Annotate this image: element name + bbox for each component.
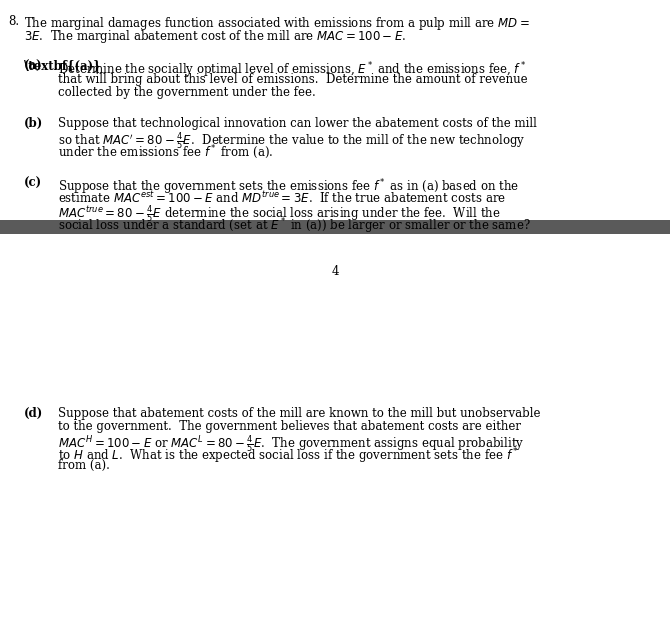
Text: to the government.  The government believes that abatement costs are either: to the government. The government believ… [58,420,521,433]
Text: 8.: 8. [8,15,19,28]
Text: (a): (a) [24,60,43,73]
Text: Determine the socially optimal level of emissions, $E^*$ and the emissions fee, : Determine the socially optimal level of … [58,60,527,80]
Text: (c): (c) [24,177,42,190]
Bar [0,220,670,234]
Text: Suppose that the government sets the emissions fee $f^*$ as in (a) based on the: Suppose that the government sets the emi… [58,177,519,197]
Text: $MAC^{true} = 80 - \frac{4}{5}E$ determine the social loss arising under the fee: $MAC^{true} = 80 - \frac{4}{5}E$ determi… [58,203,500,224]
Text: Suppose that abatement costs of the mill are known to the mill but unobservable: Suppose that abatement costs of the mill… [58,407,541,420]
Text: (d): (d) [24,407,44,420]
Text: to $H$ and $L$.  What is the expected social loss if the government sets the fee: to $H$ and $L$. What is the expected soc… [58,446,519,466]
Text: under the emissions fee $f^*$ from (a).: under the emissions fee $f^*$ from (a). [58,143,273,161]
Text: so that $MAC' = 80 - \frac{4}{5}E$.  Determine the value to the mill of the new : so that $MAC' = 80 - \frac{4}{5}E$. Dete… [58,130,525,152]
Text: 4: 4 [331,265,339,278]
Text: The marginal damages function associated with emissions from a pulp mill are $MD: The marginal damages function associated… [24,15,530,32]
Text: estimate $MAC^{est} = 100 - E$ and $MD^{true} = 3E$.  If the true abatement cost: estimate $MAC^{est} = 100 - E$ and $MD^{… [58,190,506,206]
Text: social loss under a standard (set at $E^*$ in (a)) be larger or smaller or the s: social loss under a standard (set at $E^… [58,216,531,236]
Text: Suppose that technological innovation can lower the abatement costs of the mill: Suppose that technological innovation ca… [58,117,537,130]
Text: $MAC^H = 100-E$ or $MAC^L = 80-\frac{4}{5}E$.  The government assigns equal prob: $MAC^H = 100-E$ or $MAC^L = 80-\frac{4}{… [58,433,525,455]
Text: (b): (b) [24,117,44,130]
Text: \textbf{(a)}: \textbf{(a)} [24,60,100,73]
Text: $3E$.  The marginal abatement cost of the mill are $MAC = 100 - E$.: $3E$. The marginal abatement cost of the… [24,28,406,45]
Text: that will bring about this level of emissions.  Determine the amount of revenue: that will bring about this level of emis… [58,73,528,86]
Text: from (a).: from (a). [58,459,110,472]
Text: collected by the government under the fee.: collected by the government under the fe… [58,86,316,99]
